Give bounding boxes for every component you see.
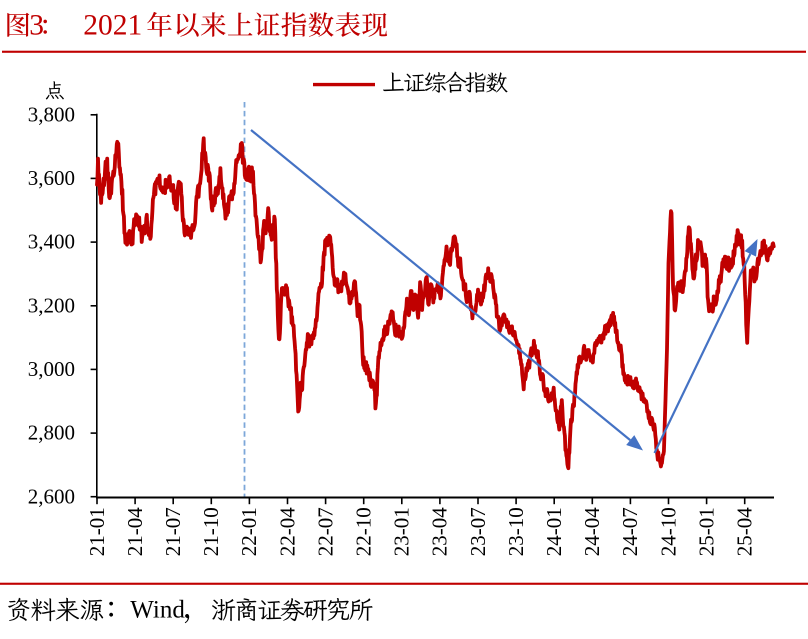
svg-text:3,400: 3,400 (28, 230, 75, 254)
svg-text:22-04: 22-04 (275, 507, 299, 556)
svg-text:3,600: 3,600 (28, 166, 75, 190)
svg-text:2,800: 2,800 (28, 421, 75, 445)
svg-text:24-07: 24-07 (618, 507, 642, 556)
svg-text:3: 3 (29, 9, 44, 41)
svg-text:23-07: 23-07 (466, 507, 490, 556)
svg-text:21-01: 21-01 (85, 507, 109, 556)
svg-text:25-04: 25-04 (733, 507, 757, 556)
svg-text:22-07: 22-07 (313, 507, 337, 556)
svg-text:3,800: 3,800 (28, 102, 75, 126)
svg-text:23-04: 23-04 (428, 507, 452, 556)
svg-text:23-10: 23-10 (504, 507, 528, 556)
svg-text:3,000: 3,000 (28, 357, 75, 381)
svg-text:2021: 2021 (83, 9, 142, 41)
svg-text:21-07: 21-07 (161, 507, 185, 556)
svg-text:Wind: Wind (130, 596, 185, 623)
svg-text:22-10: 22-10 (352, 507, 376, 556)
svg-text:24-10: 24-10 (656, 507, 680, 556)
svg-text:23-01: 23-01 (390, 507, 414, 556)
svg-text:25-01: 25-01 (694, 507, 718, 556)
svg-text:21-04: 21-04 (123, 507, 147, 556)
svg-text:21-10: 21-10 (199, 507, 223, 556)
svg-text:24-04: 24-04 (580, 507, 604, 556)
svg-text:22-01: 22-01 (237, 507, 261, 556)
svg-text:24-01: 24-01 (542, 507, 566, 556)
svg-text:2,600: 2,600 (28, 484, 75, 508)
svg-text:3,200: 3,200 (28, 293, 75, 317)
